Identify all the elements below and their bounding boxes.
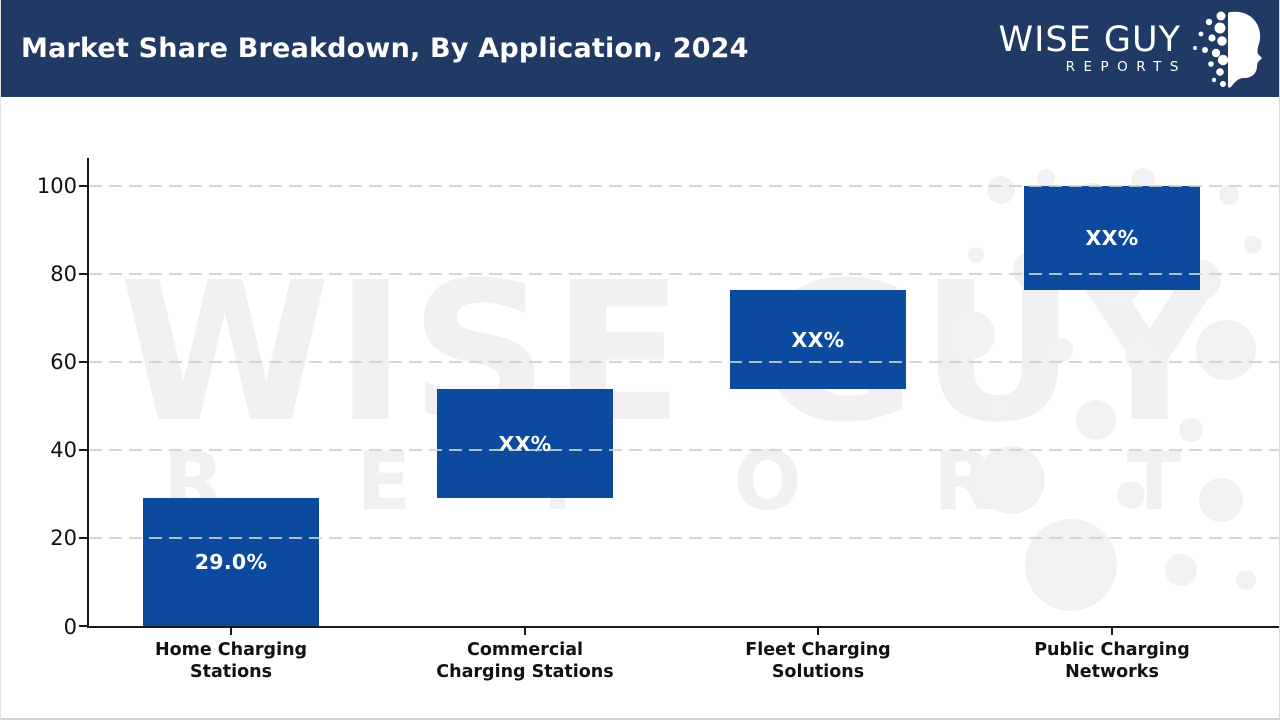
gridline — [89, 273, 1279, 275]
dotted-face-icon — [1193, 11, 1262, 88]
y-tick-label: 0 — [63, 615, 77, 639]
bar-segment: XX% — [437, 389, 613, 499]
bar-segment: 29.0% — [143, 498, 319, 626]
y-tick-mark — [79, 361, 87, 363]
y-tick-label: 80 — [50, 262, 77, 286]
x-category-label: Fleet Charging Solutions — [745, 640, 891, 682]
gridline — [89, 185, 1279, 187]
y-axis-line — [87, 158, 89, 628]
watermark-subtitle: R E P O R T S — [163, 435, 1279, 528]
wise-guy-reports-logo: WISE GUY REPORTS — [998, 8, 1263, 90]
y-tick-label: 20 — [50, 526, 77, 550]
y-tick-label: 60 — [50, 350, 77, 374]
y-tick-mark — [79, 449, 87, 451]
bar-value-label: XX% — [791, 327, 845, 352]
y-tick-mark — [79, 625, 87, 627]
x-tick-mark — [230, 628, 232, 635]
x-category-label: Public Charging Networks — [1034, 640, 1190, 682]
x-axis-line — [87, 626, 1279, 628]
y-tick-mark — [79, 273, 87, 275]
gridline — [89, 449, 1279, 451]
bar-value-label: XX% — [498, 431, 552, 456]
logo-text: WISE GUY REPORTS — [998, 21, 1181, 76]
y-tick-mark — [79, 537, 87, 539]
x-tick-mark — [1111, 628, 1113, 635]
y-tick-label: 40 — [50, 438, 77, 462]
plot-area: 29.0% XX% XX% XX% 0 20 40 60 80 100 Home Charging S… — [1, 97, 1279, 718]
x-category-label: Commercial Charging Stations — [436, 640, 614, 682]
y-tick-mark — [79, 185, 87, 187]
logo-wordmark: WISE GUY — [998, 20, 1181, 60]
x-tick-mark — [817, 628, 819, 635]
x-tick-mark — [524, 628, 526, 635]
bar-segment: XX% — [730, 290, 906, 390]
bar-value-label: XX% — [1085, 226, 1139, 251]
chart-title: Market Share Breakdown, By Application, … — [21, 33, 749, 64]
bar-segment: XX% — [1024, 186, 1200, 291]
y-tick-label: 100 — [36, 174, 77, 198]
x-category-label: Home Charging Stations — [154, 640, 308, 682]
logo-subtitle: REPORTS — [1065, 59, 1187, 75]
gridline — [89, 361, 1279, 363]
bar-value-label: 29.0% — [194, 550, 268, 575]
gridline — [89, 537, 1279, 539]
header-bar: Market Share Breakdown, By Application, … — [1, 0, 1279, 97]
